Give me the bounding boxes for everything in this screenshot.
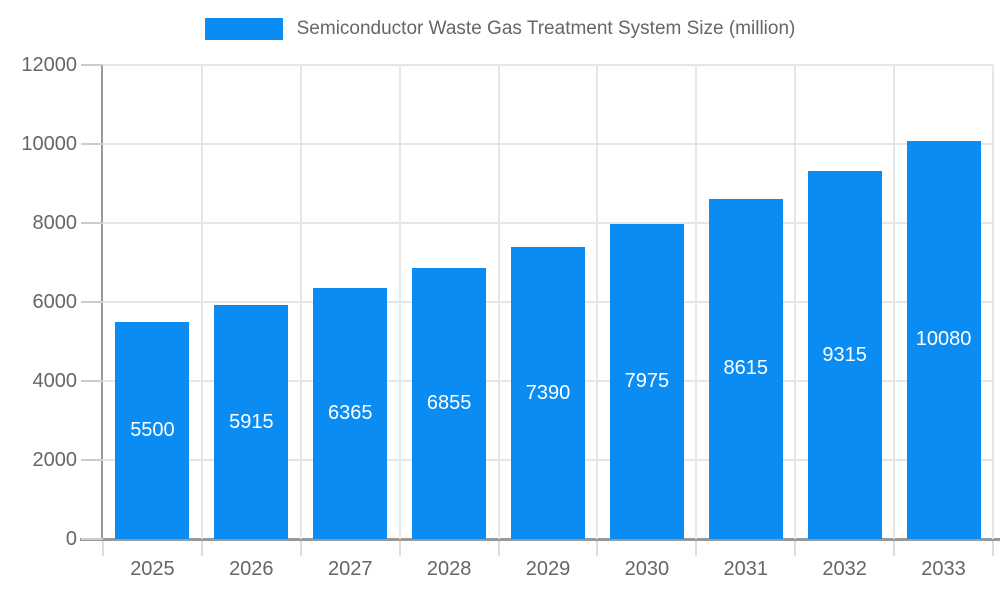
x-axis-tick <box>299 541 302 556</box>
v-gridline <box>992 65 994 539</box>
bar-2030[interactable]: 7975 <box>609 223 684 539</box>
y-axis-tick-label: 10000 <box>21 133 77 155</box>
y-axis-tick-label: 8000 <box>32 212 78 234</box>
y-axis-tick <box>81 380 103 382</box>
h-gridline <box>103 64 993 66</box>
bar-value-label: 8615 <box>723 357 769 380</box>
y-axis-tick <box>81 459 103 461</box>
bar-value-label: 7390 <box>525 381 571 404</box>
h-gridline <box>103 143 993 145</box>
x-axis-tick <box>794 541 797 556</box>
bar-2027[interactable]: 6365 <box>313 287 388 539</box>
x-axis-tick <box>596 541 599 556</box>
y-axis-tick <box>81 143 103 145</box>
v-gridline <box>695 65 698 539</box>
legend-swatch[interactable] <box>204 18 283 40</box>
v-gridline <box>596 65 599 539</box>
x-axis-tick <box>992 541 994 556</box>
bar-value-label: 10080 <box>915 328 972 351</box>
bar-2032[interactable]: 9315 <box>807 171 882 539</box>
v-gridline <box>299 65 302 539</box>
bar-2029[interactable]: 7390 <box>511 247 585 539</box>
x-axis-line <box>80 538 1000 541</box>
x-axis-tick-label: 2033 <box>921 558 966 580</box>
x-axis-tick-label: 2027 <box>327 558 373 580</box>
x-axis-tick-label: 2031 <box>723 558 769 580</box>
v-gridline <box>497 65 500 539</box>
x-axis-tick <box>497 541 500 556</box>
bar-value-label: 9315 <box>822 343 867 366</box>
x-axis-tick <box>398 541 401 556</box>
x-axis-tick-label: 2029 <box>525 558 571 580</box>
bar-2031[interactable]: 8615 <box>708 198 783 539</box>
bar-2028[interactable]: 6855 <box>412 268 487 539</box>
x-axis-tick-label: 2026 <box>229 558 274 580</box>
bar-value-label: 7975 <box>624 369 670 392</box>
y-axis-tick <box>81 301 103 303</box>
bar-2033[interactable]: 10080 <box>906 140 981 539</box>
y-axis-tick <box>81 538 103 540</box>
x-axis-tick <box>695 541 698 556</box>
x-axis-tick <box>893 541 896 556</box>
x-axis-tick-label: 2025 <box>130 558 175 580</box>
v-gridline <box>893 65 896 539</box>
x-axis-tick-label: 2030 <box>624 558 670 580</box>
bar-value-label: 6365 <box>327 401 373 424</box>
y-axis-tick <box>81 222 103 224</box>
y-axis-tick-label: 6000 <box>32 291 78 313</box>
x-axis-tick <box>102 541 104 556</box>
x-axis-tick-label: 2032 <box>822 558 867 580</box>
y-axis-tick-label: 2000 <box>32 449 78 471</box>
bar-2026[interactable]: 5915 <box>214 305 289 539</box>
legend-label[interactable]: Semiconductor Waste Gas Treatment System… <box>296 18 796 39</box>
bar-value-label: 5915 <box>229 410 274 433</box>
bar-value-label: 6855 <box>426 392 472 415</box>
v-gridline <box>200 65 203 539</box>
chart-legend[interactable]: Semiconductor Waste Gas Treatment System… <box>0 18 1000 40</box>
x-axis-tick <box>200 541 203 556</box>
y-axis-tick-label: 4000 <box>32 370 78 392</box>
bar-2025[interactable]: 5500 <box>115 321 190 539</box>
y-axis-tick <box>81 64 103 66</box>
h-gridline <box>103 222 993 224</box>
bar-value-label: 5500 <box>130 418 175 441</box>
v-gridline <box>794 65 797 539</box>
v-gridline <box>398 65 401 539</box>
x-axis-tick-label: 2028 <box>426 558 472 580</box>
y-axis-tick-label: 12000 <box>21 54 77 76</box>
y-axis-tick-label: 0 <box>65 528 77 550</box>
